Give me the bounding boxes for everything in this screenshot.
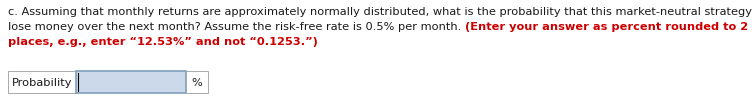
Text: places, e.g., enter “12.53%” and not “0.1253.”): places, e.g., enter “12.53%” and not “0.… xyxy=(8,37,318,47)
Bar xyxy=(76,71,186,93)
Text: lose money over the next month? Assume the risk-free rate is 0.5% per month.: lose money over the next month? Assume t… xyxy=(8,22,465,32)
Bar xyxy=(186,71,208,93)
Text: Probability: Probability xyxy=(12,77,72,87)
Text: (Enter your answer as percent rounded to 2 decimal: (Enter your answer as percent rounded to… xyxy=(465,22,752,32)
Bar xyxy=(8,71,76,93)
Text: %: % xyxy=(192,77,202,87)
Text: c. Assuming that monthly returns are approximately normally distributed, what is: c. Assuming that monthly returns are app… xyxy=(8,7,752,17)
